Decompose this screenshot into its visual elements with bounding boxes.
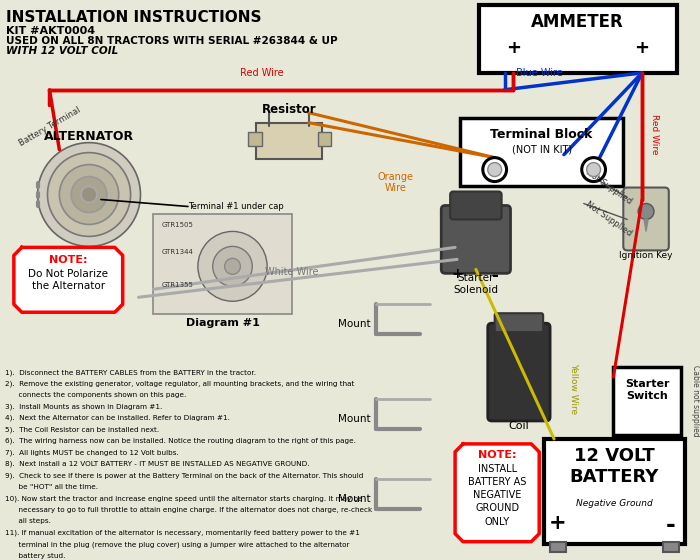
Text: White Wire: White Wire — [265, 267, 318, 277]
FancyBboxPatch shape — [153, 214, 292, 314]
Text: Resistor: Resistor — [262, 102, 316, 116]
Text: Cable not supplied: Cable not supplied — [691, 365, 699, 437]
FancyBboxPatch shape — [663, 542, 679, 552]
Text: battery stud.: battery stud. — [5, 553, 65, 559]
Text: INSTALL
BATTERY AS
NEGATIVE
GROUND
ONLY: INSTALL BATTERY AS NEGATIVE GROUND ONLY — [468, 464, 526, 526]
FancyBboxPatch shape — [550, 542, 566, 552]
Text: INSTALLATION INSTRUCTIONS: INSTALLATION INSTRUCTIONS — [6, 10, 261, 25]
Text: 11). If manual excitation of the alternator is necessary, momentarily feed batte: 11). If manual excitation of the alterna… — [5, 530, 360, 536]
Text: ALTERNATOR: ALTERNATOR — [44, 130, 134, 143]
Text: NOTE:: NOTE: — [49, 255, 88, 265]
Text: Not Supplied: Not Supplied — [584, 199, 634, 238]
Circle shape — [587, 162, 601, 176]
FancyBboxPatch shape — [441, 206, 510, 273]
Text: Battery Terminal: Battery Terminal — [18, 106, 83, 148]
Text: 1).  Disconnect the BATTERY CABLES from the BATTERY in the tractor.: 1). Disconnect the BATTERY CABLES from t… — [5, 369, 256, 376]
Text: Diagram #1: Diagram #1 — [186, 318, 260, 328]
Text: necessary to go to full throttle to attain engine charge. If the alternator does: necessary to go to full throttle to atta… — [5, 507, 372, 513]
Circle shape — [71, 176, 107, 212]
Text: USED ON ALL 8N TRACTORS WITH SERIAL #263844 & UP: USED ON ALL 8N TRACTORS WITH SERIAL #263… — [6, 36, 337, 46]
Text: be "HOT" all the time.: be "HOT" all the time. — [5, 484, 98, 490]
Polygon shape — [14, 248, 122, 312]
Text: Do Not Polarize
the Alternator: Do Not Polarize the Alternator — [28, 269, 108, 291]
FancyBboxPatch shape — [544, 439, 685, 544]
Circle shape — [81, 186, 97, 203]
Text: 2).  Remove the existing generator, voltage regulator, all mounting brackets, an: 2). Remove the existing generator, volta… — [5, 381, 354, 387]
Text: -: - — [666, 513, 675, 536]
Circle shape — [483, 157, 507, 181]
Text: Mount: Mount — [338, 414, 371, 424]
Text: Ignition Key: Ignition Key — [620, 251, 673, 260]
Text: Not Supplied: Not Supplied — [584, 167, 634, 206]
Text: 6).  The wiring harness now can be installed. Notice the routing diagram to the : 6). The wiring harness now can be instal… — [5, 438, 356, 445]
Circle shape — [638, 203, 654, 220]
Text: Yellow Wire: Yellow Wire — [569, 363, 578, 414]
Text: AMMETER: AMMETER — [531, 13, 624, 31]
Text: 5).  The Coil Resistor can be installed next.: 5). The Coil Resistor can be installed n… — [5, 427, 159, 433]
Circle shape — [213, 246, 252, 286]
Text: Starter
Solenoid: Starter Solenoid — [454, 273, 498, 295]
Text: connects the components shown on this page.: connects the components shown on this pa… — [5, 392, 186, 398]
Text: 12 VOLT
BATTERY: 12 VOLT BATTERY — [570, 447, 659, 486]
Text: 9).  Check to see if there is power at the Battery Terminal on the back of the A: 9). Check to see if there is power at th… — [5, 472, 363, 479]
Text: +: + — [506, 39, 521, 57]
Text: Mount: Mount — [338, 319, 371, 329]
FancyBboxPatch shape — [318, 132, 331, 146]
Circle shape — [225, 258, 240, 274]
FancyBboxPatch shape — [460, 118, 623, 185]
FancyBboxPatch shape — [495, 313, 543, 332]
Text: Red Wire: Red Wire — [650, 114, 659, 155]
Text: +: + — [635, 39, 650, 57]
Text: GTR1344: GTR1344 — [161, 249, 193, 255]
Text: 4).  Next the Alternator can be installed. Refer to Diagram #1.: 4). Next the Alternator can be installed… — [5, 415, 230, 422]
Text: GTR1505: GTR1505 — [161, 222, 193, 228]
Text: Starter
Switch: Starter Switch — [625, 379, 669, 400]
FancyBboxPatch shape — [450, 192, 502, 220]
Text: 3).  Install Mounts as shown in Diagram #1.: 3). Install Mounts as shown in Diagram #… — [5, 404, 162, 410]
Text: terminal in the plug (remove the plug cover) using a jumper wire attached to the: terminal in the plug (remove the plug co… — [5, 541, 349, 548]
FancyBboxPatch shape — [613, 367, 680, 435]
Circle shape — [488, 162, 502, 176]
Polygon shape — [644, 220, 648, 231]
FancyBboxPatch shape — [256, 123, 321, 158]
Text: -: - — [491, 267, 498, 286]
Text: Orange
Wire: Orange Wire — [378, 171, 414, 193]
Circle shape — [198, 231, 267, 301]
Polygon shape — [455, 444, 539, 542]
Text: Negative Ground: Negative Ground — [576, 499, 653, 508]
FancyBboxPatch shape — [248, 132, 262, 146]
Text: Red Wire: Red Wire — [240, 68, 284, 78]
Text: (NOT IN KIT): (NOT IN KIT) — [512, 144, 572, 155]
Text: 10). Now start the tractor and increase engine speed until the alternator starts: 10). Now start the tractor and increase … — [5, 495, 363, 502]
Text: Mount: Mount — [338, 494, 371, 504]
Text: Coil: Coil — [508, 421, 529, 431]
Text: +: + — [550, 513, 567, 533]
Text: WITH 12 VOLT COIL: WITH 12 VOLT COIL — [6, 46, 118, 56]
Text: +: + — [452, 267, 463, 281]
Text: GTR1355: GTR1355 — [161, 282, 193, 288]
Circle shape — [60, 165, 119, 225]
Text: 7).  All lights MUST be changed to 12 Volt bulbs.: 7). All lights MUST be changed to 12 Vol… — [5, 449, 178, 456]
Text: KIT #AKT0004: KIT #AKT0004 — [6, 26, 95, 36]
Text: Blue Wire: Blue Wire — [516, 68, 563, 78]
FancyBboxPatch shape — [488, 323, 550, 421]
Text: NOTE:: NOTE: — [478, 450, 517, 460]
FancyBboxPatch shape — [479, 5, 677, 73]
Circle shape — [582, 157, 606, 181]
Text: 8).  Next install a 12 VOLT BATTERY - IT MUST BE INSTALLED AS NEGATIVE GROUND.: 8). Next install a 12 VOLT BATTERY - IT … — [5, 461, 309, 468]
FancyBboxPatch shape — [623, 188, 668, 250]
Text: all steps.: all steps. — [5, 518, 51, 524]
Circle shape — [38, 143, 141, 246]
Circle shape — [48, 153, 131, 236]
Text: Terminal Block: Terminal Block — [491, 128, 593, 141]
Text: Terminal #1 under cap: Terminal #1 under cap — [188, 202, 284, 211]
